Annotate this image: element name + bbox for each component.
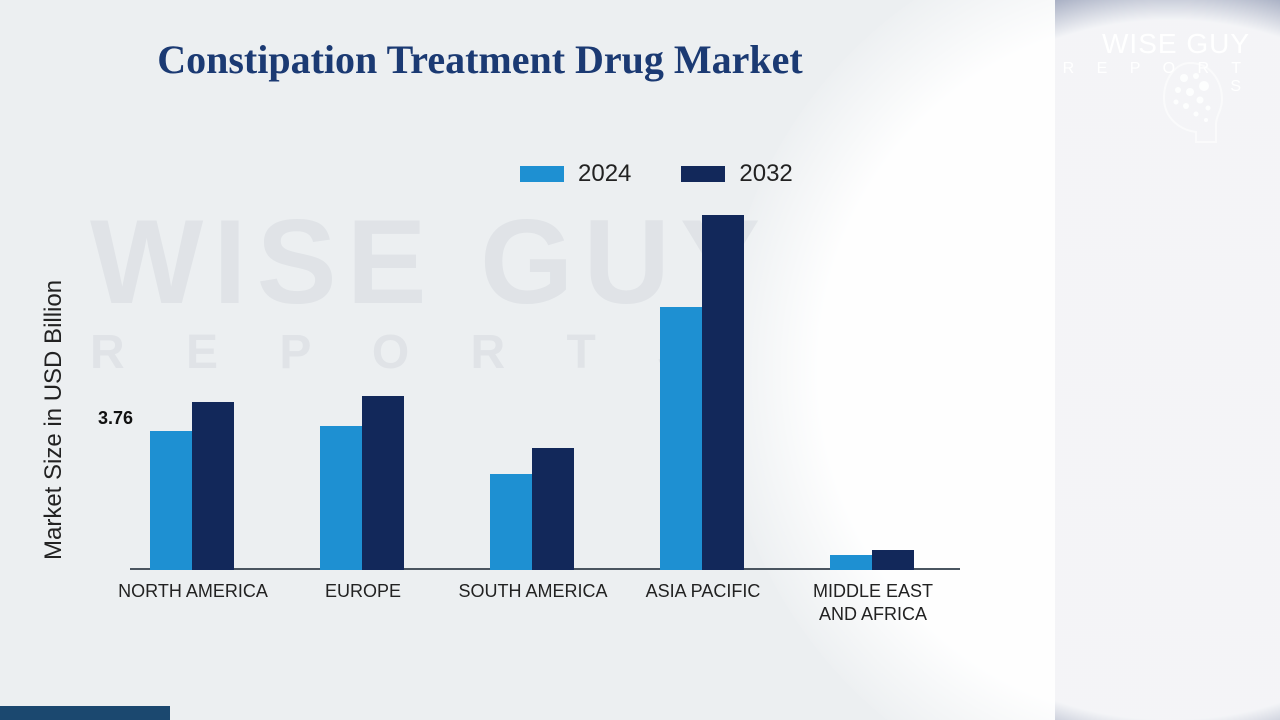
brand-logo: WISE GUY R E P O R T S xyxy=(1030,30,1250,96)
x-tick-label: ASIA PACIFIC xyxy=(623,580,783,603)
bottom-accent-bar xyxy=(0,706,170,720)
chart-title: Constipation Treatment Drug Market xyxy=(0,36,960,83)
bar-2032 xyxy=(872,550,914,570)
bar-group xyxy=(830,550,916,570)
bar-group xyxy=(320,396,406,570)
x-tick-label: NORTH AMERICA xyxy=(113,580,273,603)
legend-item-2032: 2032 xyxy=(681,160,792,188)
legend-swatch-2024 xyxy=(520,166,564,182)
bar-2032 xyxy=(532,448,574,570)
x-tick-label: SOUTH AMERICA xyxy=(453,580,613,603)
chart-plot-area xyxy=(130,200,960,570)
bar-2024 xyxy=(490,474,532,570)
y-axis-label: Market Size in USD Billion xyxy=(40,280,68,560)
bar-group xyxy=(490,448,576,570)
bar-2024 xyxy=(150,431,192,570)
legend-label-2024: 2024 xyxy=(578,160,631,188)
bar-2024 xyxy=(660,307,702,570)
bar-2024 xyxy=(830,555,872,570)
legend: 2024 2032 xyxy=(520,160,793,188)
legend-item-2024: 2024 xyxy=(520,160,631,188)
page: WISE GUY R E P O R T S Constipation Trea… xyxy=(0,0,1280,720)
legend-label-2032: 2032 xyxy=(739,160,792,188)
bar-2032 xyxy=(362,396,404,570)
bar-2032 xyxy=(192,402,234,570)
logo-main-text: WISE GUY xyxy=(1030,30,1250,58)
x-tick-label: EUROPE xyxy=(283,580,443,603)
head-dots-icon xyxy=(1150,58,1230,148)
bar-2032 xyxy=(702,215,744,570)
bar-group xyxy=(150,402,236,570)
bar-2024 xyxy=(320,426,362,570)
legend-swatch-2032 xyxy=(681,166,725,182)
x-tick-label: MIDDLE EAST AND AFRICA xyxy=(793,580,953,625)
bar-group xyxy=(660,215,746,570)
data-value-label: 3.76 xyxy=(98,408,133,429)
